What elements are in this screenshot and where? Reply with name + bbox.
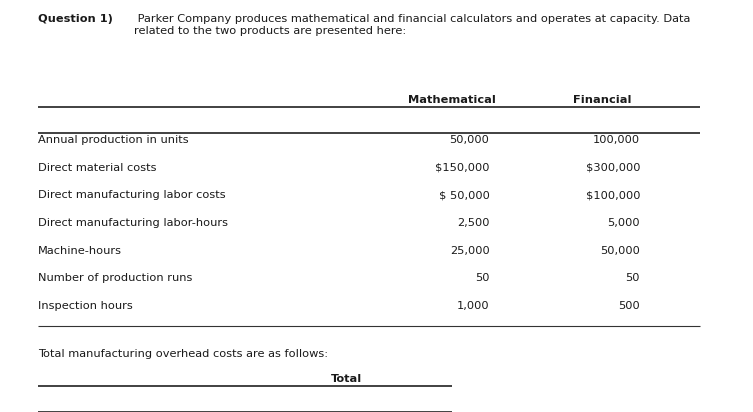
Text: Number of production runs: Number of production runs (38, 273, 192, 283)
Text: 50,000: 50,000 (600, 246, 640, 255)
Text: Machine-hours: Machine-hours (38, 246, 122, 255)
Text: Total manufacturing overhead costs are as follows:: Total manufacturing overhead costs are a… (38, 349, 328, 359)
Text: 25,000: 25,000 (450, 246, 489, 255)
Text: Total: Total (331, 374, 362, 384)
Text: $ 50,000: $ 50,000 (438, 190, 489, 200)
Text: $300,000: $300,000 (586, 163, 640, 173)
Text: Annual production in units: Annual production in units (38, 135, 188, 145)
Text: Inspection hours: Inspection hours (38, 301, 133, 311)
Text: Question 1): Question 1) (38, 14, 112, 24)
Text: Direct manufacturing labor costs: Direct manufacturing labor costs (38, 190, 225, 200)
Text: 50,000: 50,000 (450, 135, 489, 145)
Text: 100,000: 100,000 (593, 135, 640, 145)
Text: 500: 500 (618, 301, 640, 311)
Text: Direct manufacturing labor-hours: Direct manufacturing labor-hours (38, 218, 227, 228)
Text: $100,000: $100,000 (586, 190, 640, 200)
Text: Financial: Financial (573, 95, 632, 105)
Text: $150,000: $150,000 (435, 163, 489, 173)
Text: 5,000: 5,000 (608, 218, 640, 228)
Text: Mathematical: Mathematical (408, 95, 495, 105)
Text: 50: 50 (626, 273, 640, 283)
Text: 1,000: 1,000 (457, 301, 489, 311)
Text: Direct material costs: Direct material costs (38, 163, 156, 173)
Text: 2,500: 2,500 (457, 218, 489, 228)
Text: Parker Company produces mathematical and financial calculators and operates at c: Parker Company produces mathematical and… (134, 14, 691, 36)
Text: 50: 50 (475, 273, 489, 283)
